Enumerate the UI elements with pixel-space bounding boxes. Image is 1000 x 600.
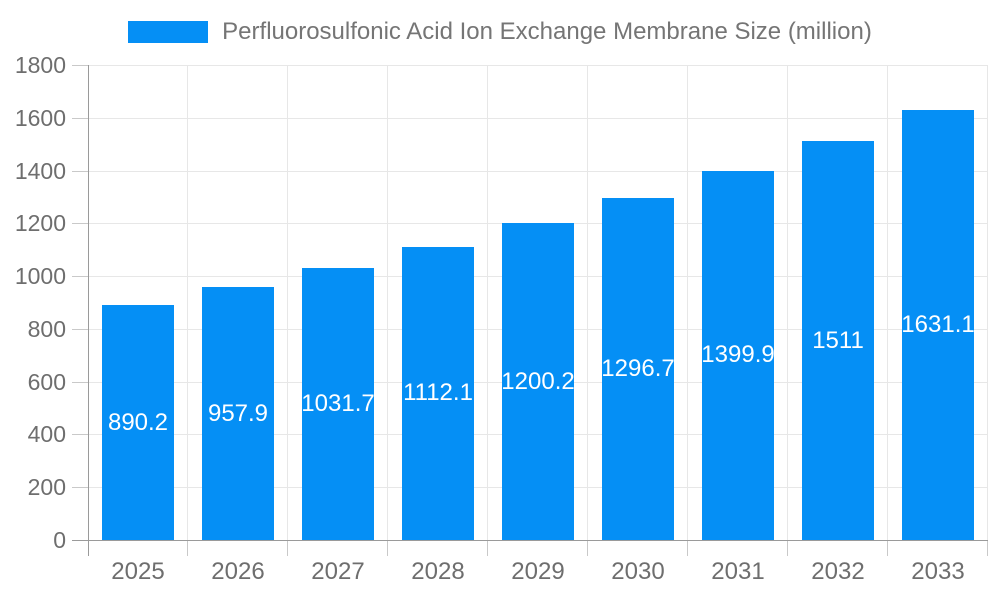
v-gridline [187, 65, 188, 540]
h-gridline [88, 118, 988, 119]
x-axis-tick [887, 540, 888, 556]
bar: 1112.1 [402, 246, 474, 540]
bar: 1399.9 [701, 170, 775, 540]
x-axis-tick [387, 540, 388, 556]
x-axis-tick [187, 540, 188, 556]
y-axis-label: 1600 [14, 105, 66, 131]
v-gridline [287, 65, 288, 540]
y-axis-label: 1800 [14, 52, 66, 78]
chart-legend[interactable]: Perfluorosulfonic Acid Ion Exchange Memb… [0, 16, 1000, 48]
x-axis-label: 2025 [111, 558, 165, 585]
y-axis-label: 400 [27, 421, 66, 447]
v-gridline [387, 65, 388, 540]
x-axis-tick [487, 540, 488, 556]
v-gridline [487, 65, 488, 540]
y-axis-tick [72, 382, 88, 383]
x-axis-label: 2030 [611, 558, 665, 585]
x-axis-label: 2032 [811, 558, 865, 585]
bar-value-label: 1511 [812, 326, 864, 354]
bar: 1031.7 [301, 267, 375, 540]
v-gridline [987, 65, 988, 540]
bar-value-label: 1631.1 [901, 310, 975, 338]
v-gridline [887, 65, 888, 540]
plot-area: 0 200 400 600 800 1000 1200 1400 1600 1800 890.2 20… [15, 52, 988, 585]
y-axis-line [88, 65, 89, 556]
y-axis-tick [72, 223, 88, 224]
x-axis-tick [987, 540, 988, 556]
y-axis-tick [72, 329, 88, 330]
bar-value-label: 957.9 [207, 399, 269, 427]
bar: 890.2 [102, 305, 174, 540]
bar: 1511 [802, 141, 874, 540]
bar-value-label: 1031.7 [301, 389, 375, 417]
y-axis-tick [72, 171, 88, 172]
y-axis-label: 1000 [14, 263, 66, 289]
v-gridline [587, 65, 588, 540]
x-axis-label: 2028 [411, 558, 465, 585]
x-axis-label: 2031 [711, 558, 765, 585]
x-axis-label: 2033 [911, 558, 965, 585]
x-axis-label: 2026 [211, 558, 265, 585]
y-axis-tick [72, 487, 88, 488]
bar-value-label: 890.2 [107, 408, 169, 436]
y-axis-label: 600 [27, 369, 66, 395]
legend-swatch[interactable] [128, 21, 209, 43]
y-axis-label: 200 [27, 474, 66, 500]
x-axis-tick [787, 540, 788, 556]
bar: 1631.1 [901, 109, 975, 540]
x-axis-tick [587, 540, 588, 556]
h-gridline [88, 65, 988, 66]
bar-value-label: 1112.1 [403, 379, 473, 407]
bar: 957.9 [202, 287, 274, 540]
y-axis-tick [72, 434, 88, 435]
y-axis-tick [72, 65, 88, 66]
x-axis-label: 2029 [511, 558, 565, 585]
y-axis-tick [72, 276, 88, 277]
y-axis-tick [72, 118, 88, 119]
x-axis-tick [687, 540, 688, 556]
v-gridline [787, 65, 788, 540]
y-axis-label: 1200 [14, 210, 66, 236]
x-axis-line [72, 540, 988, 541]
bar: 1200.2 [501, 223, 575, 540]
bar-value-label: 1296.7 [601, 354, 675, 382]
y-axis-label: 0 [53, 527, 66, 553]
y-axis-label: 800 [27, 316, 66, 342]
x-axis-label: 2027 [311, 558, 365, 585]
y-axis-label: 1400 [14, 158, 66, 184]
bar-value-label: 1200.2 [501, 367, 575, 395]
h-gridline [88, 171, 988, 172]
x-axis-tick [287, 540, 288, 556]
v-gridline [687, 65, 688, 540]
legend-label[interactable]: Perfluorosulfonic Acid Ion Exchange Memb… [222, 18, 872, 45]
bar-value-label: 1399.9 [701, 341, 775, 369]
bar: 1296.7 [601, 197, 675, 540]
